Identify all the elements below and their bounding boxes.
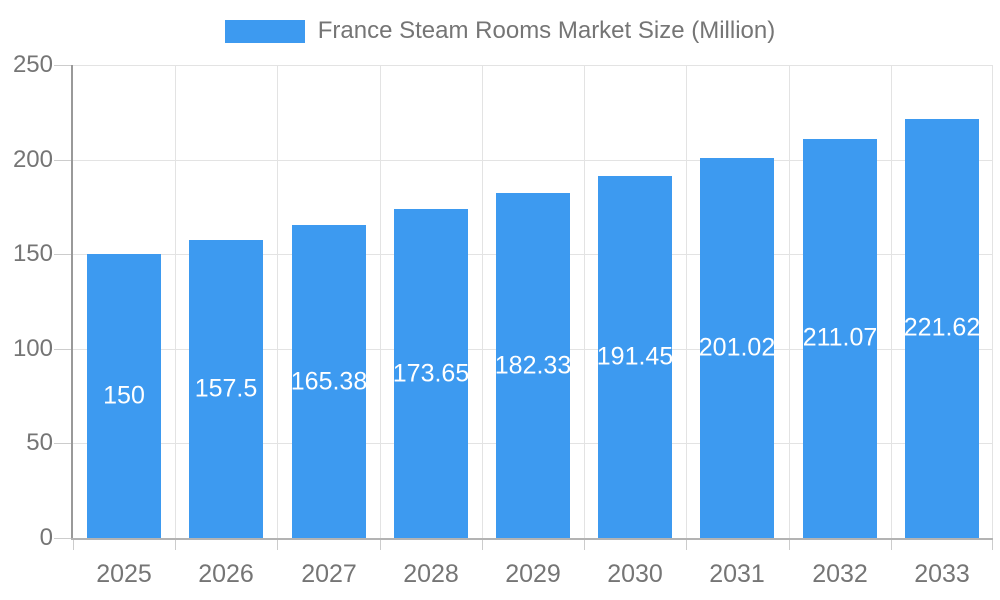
bar-2027[interactable] <box>292 225 366 538</box>
bar-2030[interactable] <box>598 176 672 538</box>
legend-label: France Steam Rooms Market Size (Million) <box>317 17 776 44</box>
gridline-vertical <box>789 65 790 538</box>
gridline-horizontal <box>73 160 993 161</box>
y-axis-tick <box>54 349 71 350</box>
legend-swatch-icon <box>224 19 305 43</box>
x-axis-tick <box>380 538 381 550</box>
x-axis-tick <box>992 538 993 550</box>
x-axis-category-label: 2026 <box>198 560 254 588</box>
gridline-vertical <box>992 65 993 538</box>
x-axis-labels: 2025 2026 2027 2028 2029 2030 2031 2032 2033 <box>73 538 993 588</box>
y-axis-tick-label: 150 <box>12 240 53 267</box>
y-axis-tick <box>54 443 71 444</box>
x-axis-tick <box>482 538 483 550</box>
y-axis-tick-label: 100 <box>12 335 53 362</box>
y-axis-tick <box>54 65 71 66</box>
x-axis-category-label: 2028 <box>403 560 459 588</box>
bar-value-label: 191.45 <box>596 342 674 371</box>
x-axis-tick <box>175 538 176 550</box>
bar-2029[interactable] <box>496 193 570 538</box>
gridline-vertical <box>175 65 176 538</box>
x-axis-tick <box>73 538 74 550</box>
bar-2025[interactable] <box>87 254 161 538</box>
x-axis-category-label: 2032 <box>812 560 868 588</box>
y-axis-line <box>71 65 73 538</box>
bar-2032[interactable] <box>803 139 877 538</box>
y-axis-tick-label: 250 <box>12 51 53 78</box>
x-axis-category-label: 2031 <box>709 560 765 588</box>
bar-2033[interactable] <box>905 119 979 538</box>
x-axis-tick <box>686 538 687 550</box>
y-axis-tick-label: 200 <box>12 146 53 173</box>
gridline-vertical <box>380 65 381 538</box>
bar-value-label: 165.38 <box>290 367 368 396</box>
gridline-vertical <box>482 65 483 538</box>
plot-area: 150 157.5 165.38 173.65 182.33 191.45 201.02 21… <box>54 65 993 550</box>
bar-value-label: 150 <box>103 381 145 410</box>
bar-2031[interactable] <box>700 158 774 538</box>
legend[interactable]: France Steam Rooms Market Size (Million) <box>0 19 1000 43</box>
gridline-horizontal <box>73 65 993 66</box>
x-axis-category-label: 2025 <box>96 560 152 588</box>
y-axis-tick <box>54 538 71 539</box>
y-axis-tick <box>54 160 71 161</box>
y-axis-tick-label: 50 <box>26 429 53 456</box>
x-axis-tick <box>584 538 585 550</box>
x-axis-tick <box>891 538 892 550</box>
bar-value-label: 221.62 <box>903 313 981 342</box>
gridline-vertical <box>277 65 278 538</box>
y-axis-tick <box>54 254 71 255</box>
y-axis-labels: 0 50 100 150 200 250 <box>0 53 53 550</box>
bar-value-label: 211.07 <box>802 323 878 352</box>
x-axis-tick <box>277 538 278 550</box>
x-axis-category-label: 2029 <box>505 560 561 588</box>
x-axis-category-label: 2030 <box>607 560 663 588</box>
bar-2028[interactable] <box>394 209 468 538</box>
gridline-vertical <box>686 65 687 538</box>
gridline-vertical <box>891 65 892 538</box>
bar-2026[interactable] <box>189 240 263 538</box>
bar-value-label: 157.5 <box>194 374 258 403</box>
x-axis-line <box>71 538 993 540</box>
x-axis-tick <box>789 538 790 550</box>
gridline-vertical <box>584 65 585 538</box>
bar-value-label: 182.33 <box>494 351 572 380</box>
x-axis-category-label: 2033 <box>914 560 970 588</box>
bar-value-label: 173.65 <box>392 359 470 388</box>
bar-value-label: 201.02 <box>698 333 776 362</box>
x-axis-category-label: 2027 <box>301 560 357 588</box>
y-axis-tick-label: 0 <box>39 524 53 551</box>
